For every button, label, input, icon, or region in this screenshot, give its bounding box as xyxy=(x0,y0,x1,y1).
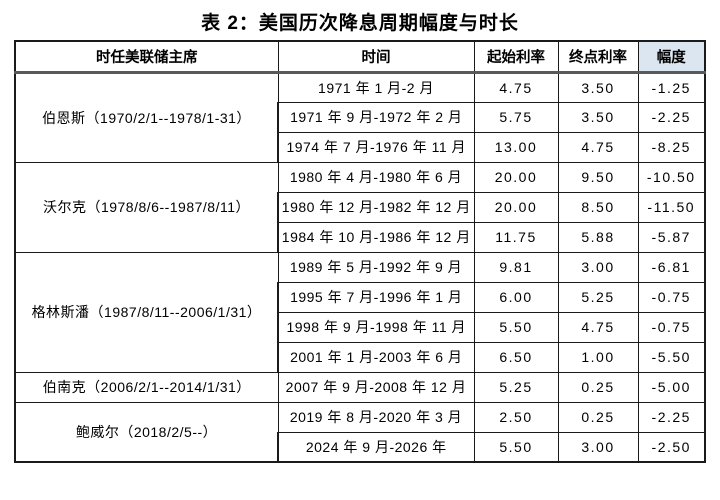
cell-end-rate: 1.00 xyxy=(557,341,639,373)
table-row: 鲍威尔（2018/2/5--） 2019 年 8 月-2020 年 3 月 2.… xyxy=(14,401,706,463)
table-row: 1984 年 10 月-1986 年 12 月 11.75 5.88 -5.87 xyxy=(15,221,706,253)
cell-end-rate: 3.00 xyxy=(557,431,639,463)
cell-period: 2024 年 9 月-2026 年 xyxy=(277,431,475,463)
cell-change: -2.25 xyxy=(637,401,706,433)
table-row: 沃尔克（1978/8/6--1987/8/11） 1980 年 4 月-1980… xyxy=(14,161,706,253)
table-row: 2024 年 9 月-2026 年 5.50 3.00 -2.50 xyxy=(15,431,706,463)
cell-period: 1971 年 1 月-2 月 xyxy=(277,71,475,103)
cell-end-rate: 3.00 xyxy=(557,251,639,283)
cell-change: -0.75 xyxy=(637,281,706,313)
table-row: 2001 年 1 月-2003 年 6 月 6.50 1.00 -5.50 xyxy=(15,341,706,373)
cell-chair-bernanke: 伯南克（2006/2/1--2014/1/31） xyxy=(14,371,279,403)
cell-period: 2001 年 1 月-2003 年 6 月 xyxy=(277,341,475,373)
header-period: 时间 xyxy=(277,40,475,74)
cell-start-rate: 5.25 xyxy=(473,371,559,403)
cell-change: -6.81 xyxy=(637,251,706,283)
cell-start-rate: 11.75 xyxy=(473,221,559,253)
cell-chair-burns: 伯恩斯（1970/2/1--1978/1-31） xyxy=(14,71,279,163)
header-row: 时任美联储主席 时间 起始利率 终点利率 幅度 xyxy=(14,40,706,74)
fed-rate-cut-table: 时任美联储主席 时间 起始利率 终点利率 幅度 伯恩斯（1970/2/1--19… xyxy=(14,40,706,463)
cell-end-rate: 5.25 xyxy=(557,281,639,313)
cell-start-rate: 20.00 xyxy=(473,191,559,223)
cell-period: 1995 年 7 月-1996 年 1 月 xyxy=(277,281,475,313)
table-row: 伯恩斯（1970/2/1--1978/1-31） 1971 年 1 月-2 月 … xyxy=(14,71,706,163)
cell-start-rate: 13.00 xyxy=(473,131,559,163)
cell-period: 2019 年 8 月-2020 年 3 月 xyxy=(277,401,475,433)
cell-change: -2.50 xyxy=(637,431,706,463)
header-end-rate: 终点利率 xyxy=(557,40,639,74)
cell-period: 1984 年 10 月-1986 年 12 月 xyxy=(277,221,475,253)
cell-change: -5.00 xyxy=(637,371,706,403)
table-row: 1971 年 9 月-1972 年 2 月 5.75 3.50 -2.25 xyxy=(15,101,706,133)
cell-end-rate: 4.75 xyxy=(557,311,639,343)
cell-change: -10.50 xyxy=(637,161,706,193)
table-row: 1998 年 9 月-1998 年 11 月 5.50 4.75 -0.75 xyxy=(15,311,706,343)
cell-chair-greenspan: 格林斯潘（1987/8/11--2006/1/31） xyxy=(14,251,279,373)
cell-change: -2.25 xyxy=(637,101,706,133)
cell-start-rate: 5.50 xyxy=(473,431,559,463)
cell-period: 1971 年 9 月-1972 年 2 月 xyxy=(277,101,475,133)
table-title: 表 2：美国历次降息周期幅度与时长 xyxy=(201,13,519,34)
cell-end-rate: 9.50 xyxy=(557,161,639,193)
table-row: 格林斯潘（1987/8/11--2006/1/31） 1989 年 5 月-19… xyxy=(14,251,706,373)
header-start-rate: 起始利率 xyxy=(473,40,559,74)
cell-end-rate: 0.25 xyxy=(557,401,639,433)
header-chair: 时任美联储主席 xyxy=(14,40,279,74)
cell-start-rate: 5.50 xyxy=(473,311,559,343)
cell-change: -11.50 xyxy=(637,191,706,223)
cell-period: 1989 年 5 月-1992 年 9 月 xyxy=(277,251,475,283)
cell-period: 1974 年 7 月-1976 年 11 月 xyxy=(277,131,475,163)
cell-start-rate: 5.75 xyxy=(473,101,559,133)
cell-end-rate: 4.75 xyxy=(557,131,639,163)
table-row: 伯南克（2006/2/1--2014/1/31） 2007 年 9 月-2008… xyxy=(14,371,706,403)
cell-chair-powell: 鲍威尔（2018/2/5--） xyxy=(14,401,279,463)
cell-start-rate: 9.81 xyxy=(473,251,559,283)
cell-start-rate: 2.50 xyxy=(473,401,559,433)
cell-change: -1.25 xyxy=(637,71,706,103)
cell-end-rate: 3.50 xyxy=(557,71,639,103)
cell-change: -5.87 xyxy=(637,221,706,253)
cell-change: -0.75 xyxy=(637,311,706,343)
cell-start-rate: 6.50 xyxy=(473,341,559,373)
cell-start-rate: 20.00 xyxy=(473,161,559,193)
header-change: 幅度 xyxy=(637,40,706,74)
cell-change: -8.25 xyxy=(637,131,706,163)
cell-period: 1980 年 12 月-1982 年 12 月 xyxy=(277,191,475,223)
cell-end-rate: 8.50 xyxy=(557,191,639,223)
cell-chair-volcker: 沃尔克（1978/8/6--1987/8/11） xyxy=(14,161,279,253)
cell-start-rate: 4.75 xyxy=(473,71,559,103)
table-row: 1995 年 7 月-1996 年 1 月 6.00 5.25 -0.75 xyxy=(15,281,706,313)
cell-period: 1980 年 4 月-1980 年 6 月 xyxy=(277,161,475,193)
cell-start-rate: 6.00 xyxy=(473,281,559,313)
cell-period: 1998 年 9 月-1998 年 11 月 xyxy=(277,311,475,343)
cell-change: -5.50 xyxy=(637,341,706,373)
cell-period: 2007 年 9 月-2008 年 12 月 xyxy=(277,371,475,403)
table-row: 1980 年 12 月-1982 年 12 月 20.00 8.50 -11.5… xyxy=(15,191,706,223)
cell-end-rate: 0.25 xyxy=(557,371,639,403)
cell-end-rate: 3.50 xyxy=(557,101,639,133)
table-row: 1974 年 7 月-1976 年 11 月 13.00 4.75 -8.25 xyxy=(15,131,706,163)
cell-end-rate: 5.88 xyxy=(557,221,639,253)
